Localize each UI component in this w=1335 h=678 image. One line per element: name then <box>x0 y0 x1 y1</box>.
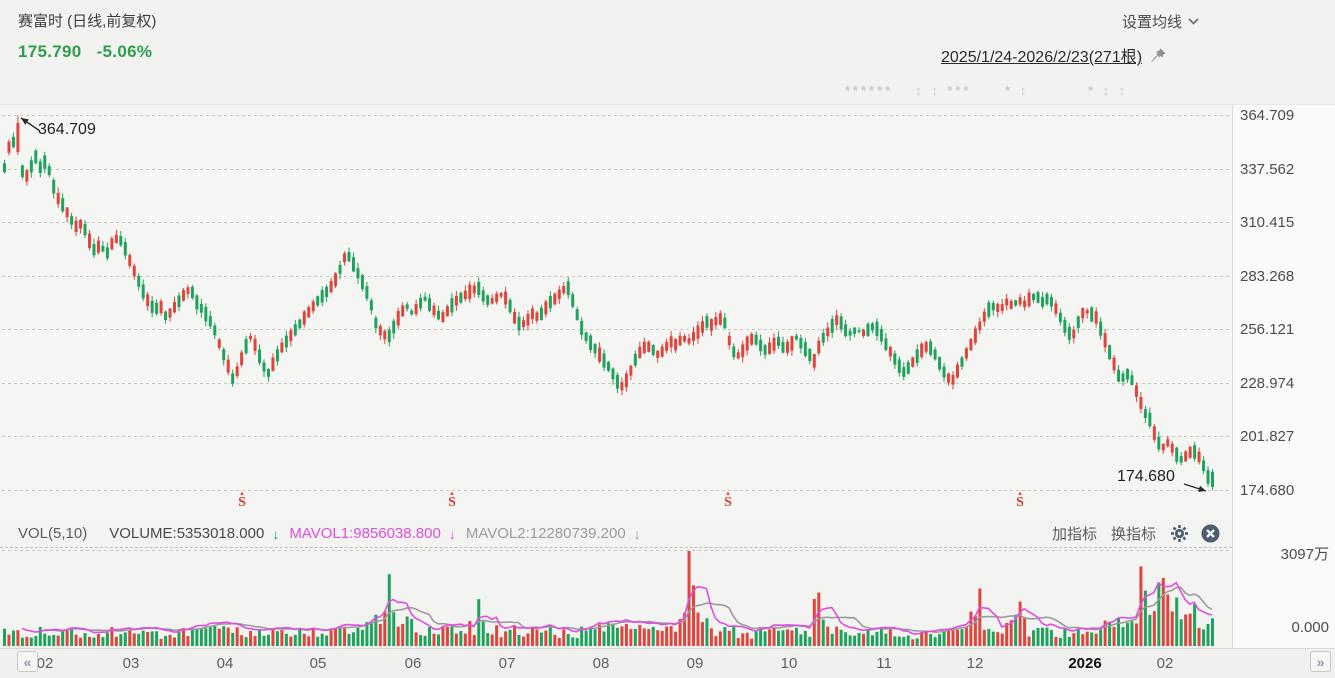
watermark-glyphs: ****** <box>845 83 894 98</box>
ma-settings-button[interactable]: 设置均线 <box>1122 11 1199 32</box>
time-axis-label: 04 <box>216 655 234 672</box>
marker-s-icon: S <box>724 495 732 510</box>
close-circle-icon <box>1201 524 1220 543</box>
vol-indicator-label: VOL(5,10) <box>18 525 88 542</box>
last-price: 175.790 <box>18 42 82 61</box>
time-axis-label: 02 <box>1156 655 1174 672</box>
gear-icon <box>1171 525 1188 542</box>
chart-top-border <box>0 104 1335 105</box>
time-axis-label: 08 <box>592 655 610 672</box>
dividend-marker[interactable]: ▴ S <box>1011 490 1029 510</box>
watermark-glyphs: ↕ ↕ *** <box>915 83 972 98</box>
time-axis-label: 11 <box>876 655 892 672</box>
price-tick-label: 256.121 <box>1240 320 1295 338</box>
high-price-annotation: 364.709 <box>38 121 96 138</box>
volume-header-background <box>0 520 1232 548</box>
marker-caret-icon: ▴ <box>726 490 730 497</box>
ma-settings-label: 设置均线 <box>1122 14 1183 31</box>
volume-down-arrow-icon: ↓ <box>272 525 280 542</box>
last-price-and-change: 175.790 -5.06% <box>18 42 152 62</box>
volume-axis-max: 3097万 <box>1280 546 1329 563</box>
switch-indicator-button[interactable]: 换指标 <box>1110 526 1156 543</box>
volume-value: VOLUME:5353018.000 <box>109 525 265 542</box>
volume-axis-min: 0.000 <box>1291 619 1329 636</box>
watermark-glyphs: * ↕ <box>1005 83 1030 98</box>
price-axis-strip <box>1232 104 1335 648</box>
low-price-annotation: 174.680 <box>1117 468 1175 485</box>
dividend-marker[interactable]: ▴ S <box>233 490 251 510</box>
pin-icon[interactable] <box>1150 47 1167 64</box>
price-tick-label: 310.415 <box>1240 213 1295 231</box>
price-tick-label: 228.974 <box>1240 374 1295 392</box>
chevron-down-icon <box>1188 18 1199 25</box>
scroll-right-button[interactable]: » <box>1310 651 1331 672</box>
time-axis-label: 03 <box>122 655 140 672</box>
change-percent: -5.06% <box>96 42 153 61</box>
marker-s-icon: S <box>1016 495 1024 510</box>
mavol2-down-arrow-icon: ↓ <box>633 525 641 542</box>
close-indicator-button[interactable] <box>1201 524 1220 543</box>
dividend-marker[interactable]: ▴ S <box>719 490 737 510</box>
add-indicator-button[interactable]: 加指标 <box>1051 526 1097 543</box>
mavol1-value: MAVOL1:9856038.800 <box>289 525 441 542</box>
mavol1-down-arrow-icon: ↓ <box>448 525 456 542</box>
marker-caret-icon: ▴ <box>240 490 244 497</box>
price-tick-label: 337.562 <box>1240 160 1295 178</box>
price-tick-label: 364.709 <box>1240 106 1295 124</box>
marker-s-icon: S <box>448 495 456 510</box>
price-tick-label: 283.268 <box>1240 267 1295 285</box>
time-axis-label: 02 <box>36 655 54 672</box>
symbol-title: 赛富时 (日线,前复权) <box>18 13 157 30</box>
time-axis-label: 12 <box>966 655 984 672</box>
price-tick-label: 201.827 <box>1240 427 1295 445</box>
price-tick-label: 174.680 <box>1240 481 1295 499</box>
mavol2-value: MAVOL2:12280739.200 <box>465 525 626 542</box>
scroll-left-button[interactable]: « <box>17 651 38 672</box>
time-axis-label: 06 <box>404 655 422 672</box>
date-range-text[interactable]: 2025/1/24-2026/2/23(271根) <box>941 49 1143 66</box>
time-axis-label: 05 <box>309 655 327 672</box>
date-range[interactable]: 2025/1/24-2026/2/23(271根) <box>941 43 1167 67</box>
time-axis-label: 07 <box>498 655 516 672</box>
dividend-marker[interactable]: ▴ S <box>443 490 461 510</box>
marker-caret-icon: ▴ <box>450 490 454 497</box>
indicator-settings-button[interactable] <box>1170 524 1189 543</box>
time-axis-strip <box>0 648 1335 678</box>
time-axis-label: 10 <box>780 655 798 672</box>
watermark-glyphs: * ↕ ↕ <box>1088 83 1129 98</box>
time-axis-label: 09 <box>686 655 704 672</box>
marker-caret-icon: ▴ <box>1018 490 1022 497</box>
volume-indicator-header: VOL(5,10) VOLUME:5353018.000 ↓ MAVOL1:98… <box>0 520 1232 547</box>
marker-s-icon: S <box>238 495 246 510</box>
time-axis-label: 2026 <box>1068 655 1102 672</box>
